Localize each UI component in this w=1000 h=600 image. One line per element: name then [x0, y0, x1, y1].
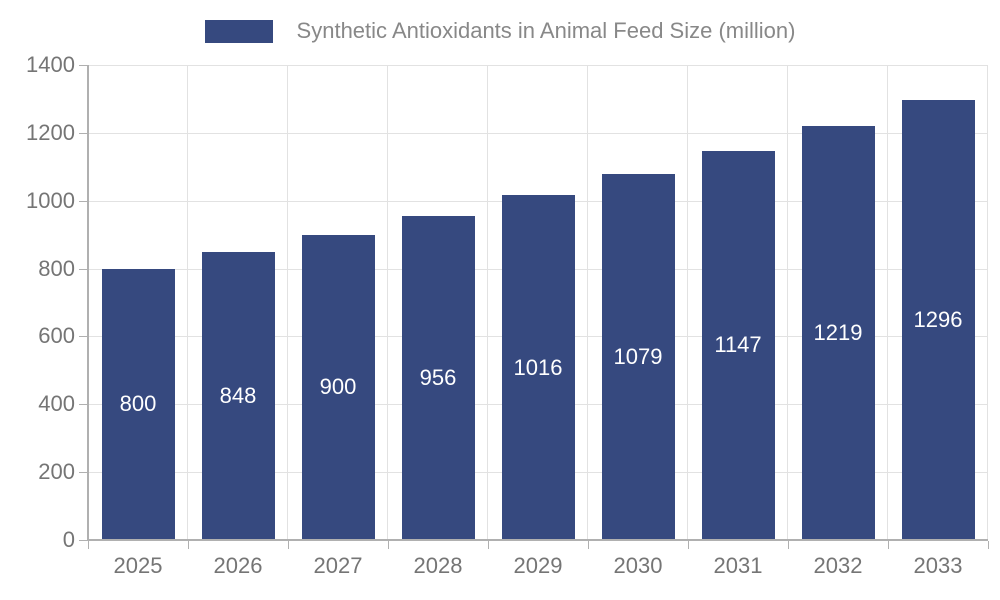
y-axis-tick-label: 800 — [38, 255, 75, 281]
bar-value-label: 1147 — [714, 332, 762, 358]
y-gridline — [88, 132, 988, 134]
x-axis-tick-label: 2031 — [713, 553, 763, 578]
y-axis-tick — [79, 540, 87, 541]
x-gridline — [787, 65, 788, 540]
x-axis-tick-label: 2032 — [813, 553, 863, 578]
bar-2033[interactable]: 1296 — [901, 100, 975, 540]
x-axis-tick-label: 2026 — [213, 553, 263, 578]
x-gridline — [687, 65, 688, 540]
y-axis-tick-label: 400 — [38, 391, 75, 417]
x-axis-tick — [488, 541, 489, 549]
y-axis-tick-label: 200 — [38, 459, 75, 485]
x-axis-tick — [188, 541, 189, 549]
legend-swatch-icon — [204, 19, 273, 43]
y-axis-tick-label: 1400 — [26, 52, 75, 77]
x-gridline — [187, 65, 188, 540]
y-gridline — [88, 65, 988, 66]
bar-value-label: 1079 — [613, 343, 663, 369]
y-axis-tick-label: 600 — [38, 323, 75, 349]
x-axis-tick-label: 2028 — [413, 553, 463, 578]
bar-2025[interactable]: 800 — [101, 268, 175, 540]
y-axis-tick — [79, 65, 87, 66]
legend-item[interactable]: Synthetic Antioxidants in Animal Feed Si… — [204, 16, 796, 46]
y-axis-tick — [79, 132, 87, 134]
x-axis-tick — [888, 541, 889, 549]
x-gridline — [287, 65, 288, 540]
x-gridline — [887, 65, 888, 540]
x-gridline — [387, 65, 388, 540]
bar-2027[interactable]: 900 — [301, 234, 375, 540]
x-axis-tick-label: 2029 — [513, 553, 563, 578]
bar-2029[interactable]: 1016 — [501, 195, 575, 540]
bar-value-label: 900 — [319, 374, 357, 400]
plot-area: 800 848 900 956 1016 1079 1147 1219 1296 — [88, 65, 988, 540]
x-axis-tick — [388, 541, 389, 549]
y-axis-tick — [79, 336, 87, 338]
bar-2032[interactable]: 1219 — [801, 126, 875, 540]
x-gridline — [587, 65, 588, 540]
x-axis-tick — [788, 541, 789, 549]
x-axis-tick — [288, 541, 289, 549]
chart-legend: Synthetic Antioxidants in Animal Feed Si… — [0, 16, 1000, 46]
y-axis-tick-label: 0 — [62, 527, 75, 552]
bar-value-label: 848 — [219, 383, 257, 409]
y-axis-tick-label: 1000 — [26, 187, 75, 213]
y-axis-tick — [79, 404, 87, 406]
bar-value-label: 1016 — [513, 354, 563, 380]
bar-value-label: 1219 — [813, 320, 863, 346]
bar-value-label: 1296 — [913, 307, 963, 333]
bar-2030[interactable]: 1079 — [601, 173, 675, 540]
bar-value-label: 800 — [119, 391, 157, 417]
x-axis-tick-label: 2025 — [113, 553, 163, 578]
x-gridline — [487, 65, 488, 540]
x-gridline — [987, 65, 988, 540]
x-axis-tick-label: 2030 — [613, 553, 663, 578]
y-axis-tick — [79, 268, 87, 270]
x-axis-tick-label: 2033 — [913, 553, 963, 578]
y-axis-tick — [79, 200, 87, 202]
x-axis-tick — [588, 541, 589, 549]
bar-2026[interactable]: 848 — [201, 252, 275, 540]
x-axis-line — [87, 539, 988, 541]
x-axis-tick — [88, 541, 89, 549]
bar-value-label: 956 — [419, 364, 457, 390]
bar-2028[interactable]: 956 — [401, 215, 475, 540]
x-axis-tick-label: 2027 — [313, 553, 363, 578]
bar-2031[interactable]: 1147 — [701, 150, 775, 540]
x-axis-tick — [988, 541, 989, 549]
y-axis-tick — [79, 472, 87, 474]
y-axis-tick-label: 1200 — [26, 119, 75, 145]
legend-label: Synthetic Antioxidants in Animal Feed Si… — [296, 18, 796, 43]
y-axis-line — [87, 65, 89, 541]
x-axis-tick — [688, 541, 689, 549]
